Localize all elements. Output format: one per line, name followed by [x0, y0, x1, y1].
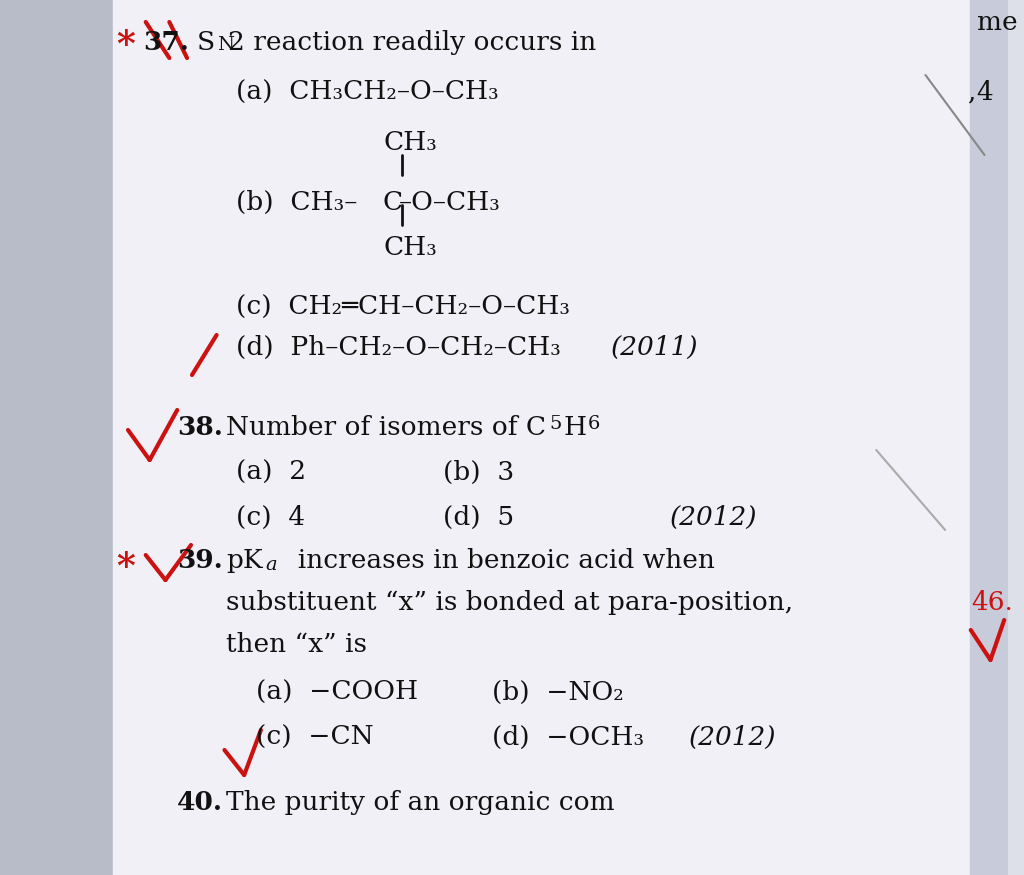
Text: (2011): (2011) [610, 335, 698, 360]
Text: 40.: 40. [177, 790, 223, 815]
Text: *: * [116, 550, 135, 584]
Text: then “x” is: then “x” is [226, 632, 368, 657]
Text: 5: 5 [550, 415, 562, 433]
Text: N: N [217, 36, 233, 54]
Text: (c)  CH₂═CH–CH₂–O–CH₃: (c) CH₂═CH–CH₂–O–CH₃ [237, 295, 570, 320]
Text: (2012): (2012) [670, 505, 757, 530]
Text: ,: , [967, 80, 975, 105]
Text: me: me [977, 10, 1017, 35]
Text: 4: 4 [977, 80, 993, 105]
Bar [114, 0, 970, 875]
Text: (a)  −COOH: (a) −COOH [256, 680, 418, 705]
Text: 2 reaction readily occurs in: 2 reaction readily occurs in [228, 30, 597, 55]
Text: (d)  Ph–CH₂–O–CH₂–CH₃: (d) Ph–CH₂–O–CH₂–CH₃ [237, 335, 561, 360]
Text: H: H [563, 415, 587, 440]
Text: pK: pK [226, 548, 263, 573]
Text: 39.: 39. [177, 548, 223, 573]
Text: The purity of an organic com: The purity of an organic com [226, 790, 615, 815]
Text: S: S [197, 30, 215, 55]
Text: (d)  −OCH₃: (d) −OCH₃ [493, 725, 644, 750]
Text: (b)  3: (b) 3 [443, 460, 514, 485]
Text: 37.: 37. [142, 30, 188, 55]
Text: (b)  CH₃–: (b) CH₃– [237, 190, 357, 215]
Text: –O–CH₃: –O–CH₃ [398, 190, 501, 215]
Text: (b)  −NO₂: (b) −NO₂ [493, 680, 624, 705]
Text: (c)  −CN: (c) −CN [256, 725, 374, 750]
Bar [0, 0, 114, 875]
Text: (d)  5: (d) 5 [443, 505, 514, 530]
Text: substituent “x” is bonded at para‑position,: substituent “x” is bonded at para‑positi… [226, 590, 794, 615]
Text: (a)  2: (a) 2 [237, 460, 306, 485]
Text: Number of isomers of C: Number of isomers of C [226, 415, 547, 440]
Text: CH₃: CH₃ [384, 130, 438, 155]
Text: *: * [116, 28, 135, 62]
Text: a: a [266, 556, 278, 574]
Text: 6: 6 [588, 415, 600, 433]
Text: C: C [382, 190, 402, 215]
Text: increases in benzoic acid when: increases in benzoic acid when [281, 548, 715, 573]
Bar [970, 0, 1009, 875]
Text: 38.: 38. [177, 415, 223, 440]
Text: (c)  4: (c) 4 [237, 505, 305, 530]
Text: (a)  CH₃CH₂–O–CH₃: (a) CH₃CH₂–O–CH₃ [237, 80, 499, 105]
Text: (2012): (2012) [689, 725, 776, 750]
Text: CH₃: CH₃ [384, 235, 438, 260]
Text: 46.: 46. [971, 590, 1013, 615]
